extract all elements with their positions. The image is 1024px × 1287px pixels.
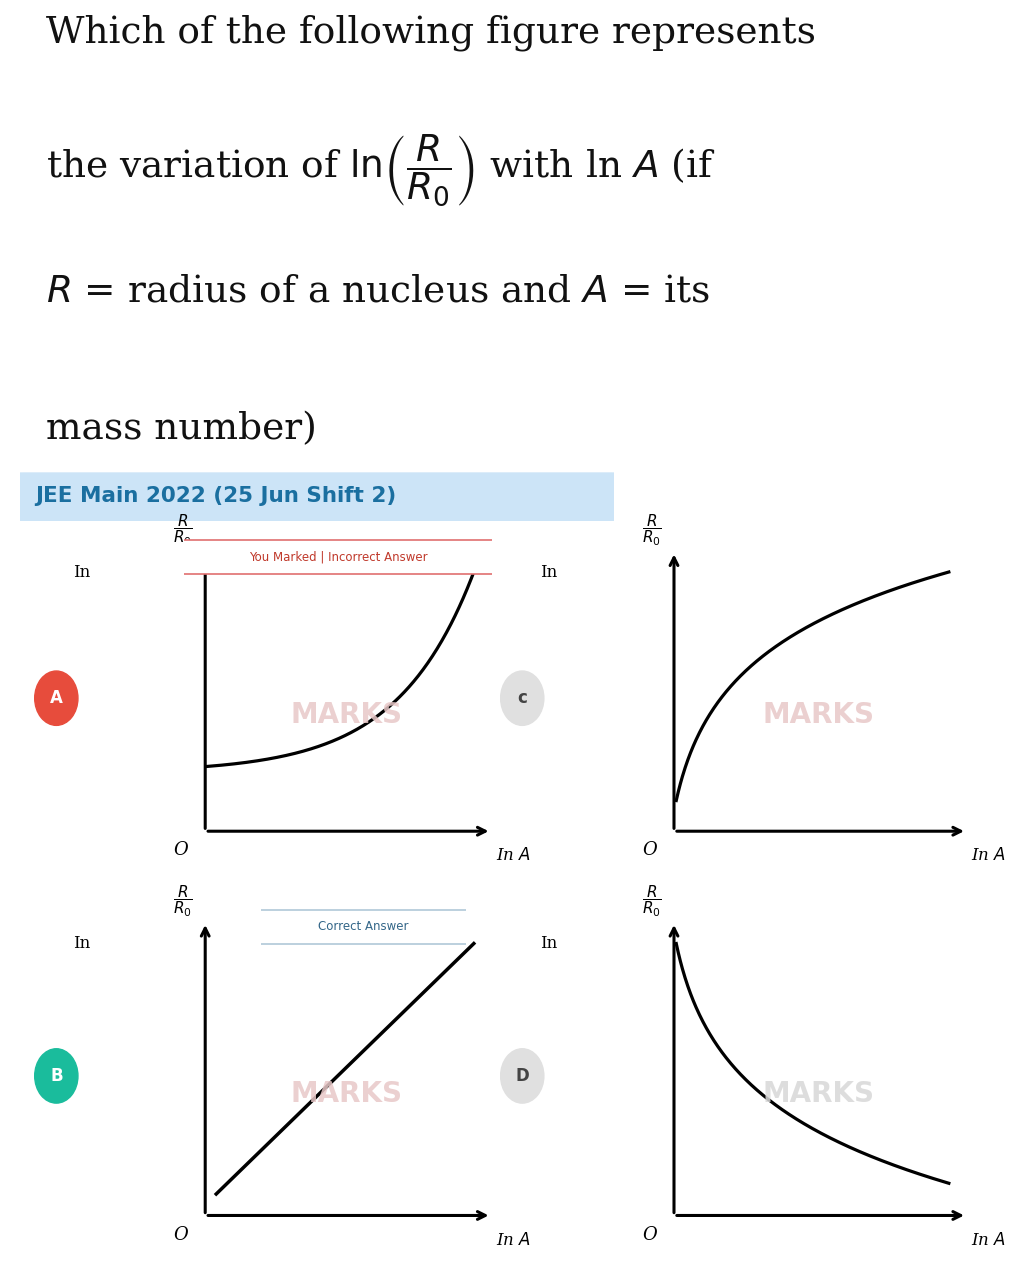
Text: O: O [642, 840, 656, 858]
Text: MARKS: MARKS [290, 1080, 402, 1108]
Text: $R$ = radius of a nucleus and $A$ = its: $R$ = radius of a nucleus and $A$ = its [46, 274, 711, 310]
Text: MARKS: MARKS [762, 1080, 874, 1108]
Text: In $A$: In $A$ [972, 1232, 1007, 1248]
Text: c: c [517, 690, 527, 707]
Text: mass number): mass number) [46, 411, 317, 447]
Text: the variation of $\ln\!\left(\dfrac{R}{R_0}\right)$ with ln $A$ (if: the variation of $\ln\!\left(\dfrac{R}{R… [46, 133, 716, 208]
Circle shape [35, 1049, 78, 1103]
Text: $\dfrac{R}{R_0}$: $\dfrac{R}{R_0}$ [642, 512, 662, 548]
Text: MARKS: MARKS [290, 701, 402, 730]
Text: In $A$: In $A$ [496, 847, 530, 864]
Text: O: O [174, 1227, 188, 1245]
Text: D: D [515, 1067, 529, 1085]
Text: O: O [642, 1227, 656, 1245]
FancyBboxPatch shape [181, 541, 495, 574]
Text: In: In [540, 564, 557, 580]
Text: You Marked | Incorrect Answer: You Marked | Incorrect Answer [249, 551, 427, 564]
Text: B: B [50, 1067, 62, 1085]
Text: MARKS: MARKS [762, 701, 874, 730]
Text: A: A [50, 690, 62, 707]
Text: $\dfrac{R}{R_0}$: $\dfrac{R}{R_0}$ [173, 883, 194, 919]
Text: $\dfrac{R}{R_0}$: $\dfrac{R}{R_0}$ [173, 512, 194, 548]
Text: In: In [540, 936, 557, 952]
Circle shape [501, 1049, 544, 1103]
Text: In: In [74, 936, 91, 952]
Text: JEE Main 2022 (25 Jun Shift 2): JEE Main 2022 (25 Jun Shift 2) [35, 485, 396, 506]
Text: In $A$: In $A$ [972, 847, 1007, 864]
Circle shape [501, 671, 544, 726]
Text: Which of the following figure represents: Which of the following figure represents [46, 14, 816, 51]
Text: Correct Answer: Correct Answer [318, 920, 409, 933]
Text: O: O [174, 840, 188, 858]
FancyBboxPatch shape [0, 472, 641, 521]
Text: $\dfrac{R}{R_0}$: $\dfrac{R}{R_0}$ [642, 883, 662, 919]
FancyBboxPatch shape [259, 910, 468, 943]
Text: In: In [74, 564, 91, 580]
Text: In $A$: In $A$ [496, 1232, 530, 1248]
Circle shape [35, 671, 78, 726]
